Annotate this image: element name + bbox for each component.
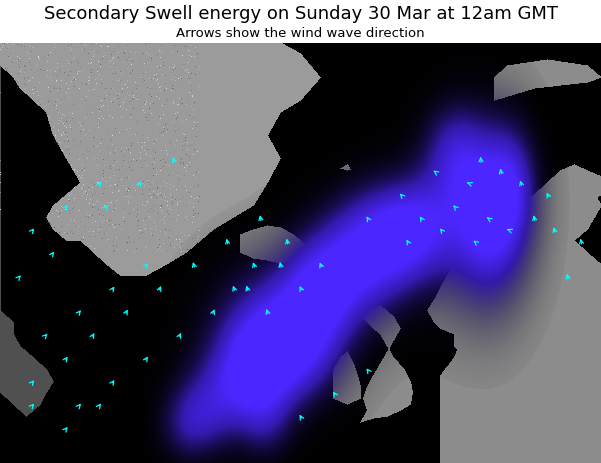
Text: Secondary Swell energy on Sunday 30 Mar at 12am GMT: Secondary Swell energy on Sunday 30 Mar … <box>43 5 558 23</box>
Text: Arrows show the wind wave direction: Arrows show the wind wave direction <box>176 27 425 40</box>
